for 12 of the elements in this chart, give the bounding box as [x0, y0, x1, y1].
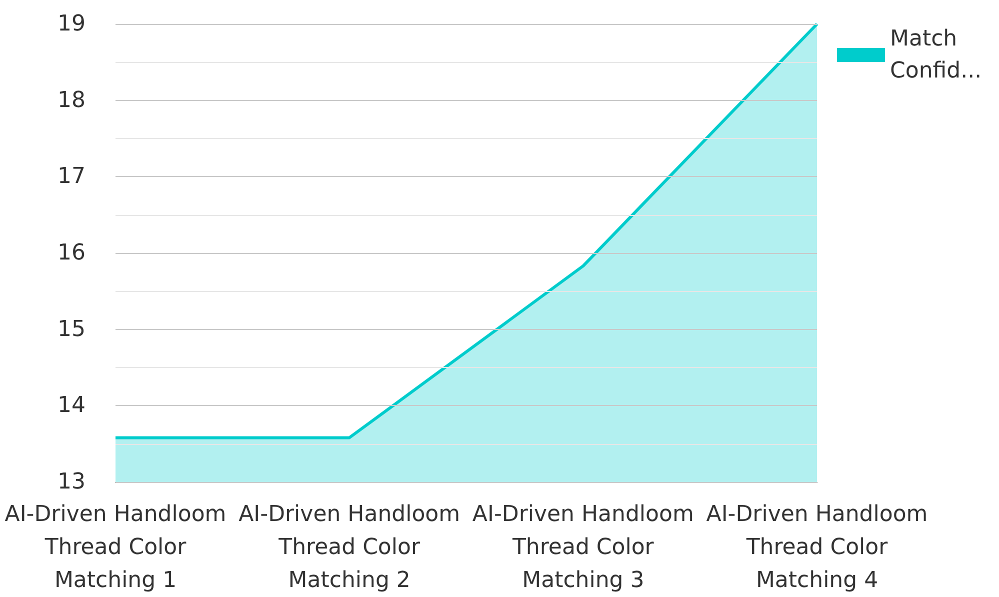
y-tick-label: 17 — [58, 164, 86, 190]
x-tick-label: AI-Driven Handloom Thread Color Matching 2 — [238, 502, 460, 593]
x-tick-label: AI-Driven Handloom Thread Color Matching 4 — [706, 502, 928, 593]
y-tick-label: 19 — [58, 12, 86, 36]
y-tick-label: 16 — [58, 240, 86, 266]
y-tick-label: 18 — [58, 88, 86, 113]
x-tick-label: AI-Driven Handloom Thread Color Matching 3 — [472, 502, 694, 593]
y-tick-label: 14 — [58, 393, 86, 418]
y-tick-label: 13 — [58, 470, 86, 494]
y-tick-label: 15 — [58, 316, 86, 342]
x-tick-label: AI-Driven Handloom Thread Color Matching 1 — [4, 502, 226, 593]
legend-label: Match Confid... — [890, 26, 982, 84]
